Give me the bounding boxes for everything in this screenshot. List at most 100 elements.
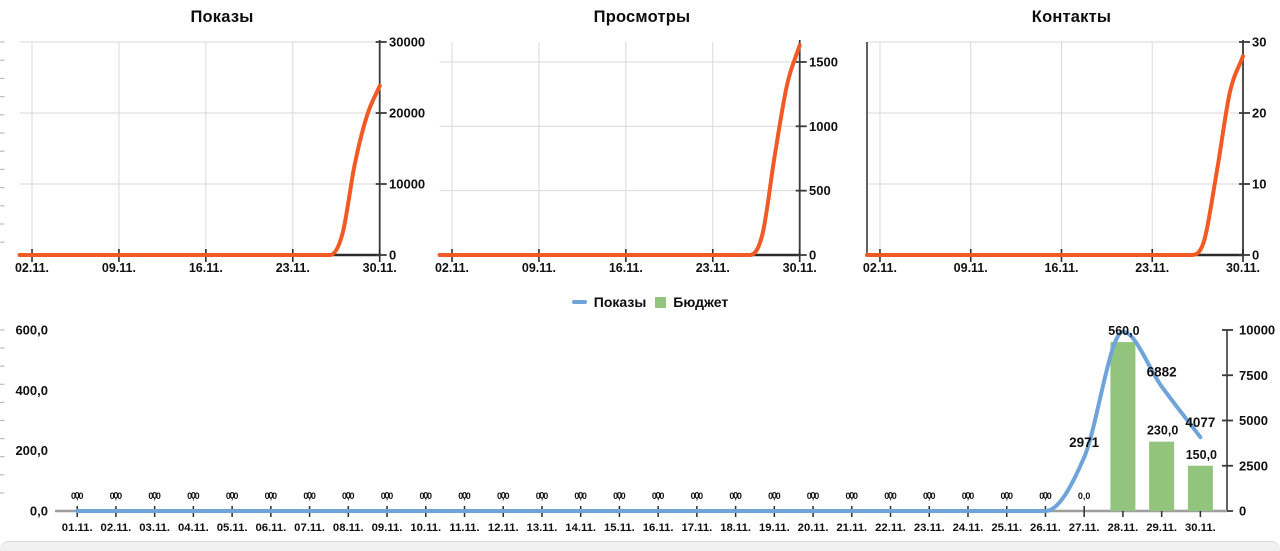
svg-text:30.11.: 30.11.	[1226, 261, 1260, 275]
svg-text:0: 0	[307, 491, 312, 502]
footer-panel-edge	[0, 541, 1280, 551]
svg-text:600,0: 600,0	[15, 323, 48, 338]
svg-text:2500: 2500	[1239, 458, 1268, 473]
legend-label-budget: Бюджет	[673, 294, 729, 310]
budget-bar	[1149, 441, 1175, 511]
svg-text:0: 0	[888, 491, 893, 502]
svg-text:560,0: 560,0	[1108, 324, 1139, 338]
svg-text:0: 0	[423, 491, 428, 502]
svg-text:0: 0	[113, 491, 118, 502]
svg-text:15.11.: 15.11.	[604, 522, 635, 534]
value-labels: 0,0 0,0 0,0 0,0 0,0 0,0 0,0 0,0 0,0 0,0 0,0 0,0 0,0 0…	[71, 324, 1217, 501]
svg-text:24.11.: 24.11.	[953, 522, 984, 534]
svg-text:0,0: 0,0	[1000, 491, 1013, 501]
svg-text:16.11.: 16.11.	[1044, 261, 1078, 275]
svg-text:20000: 20000	[389, 106, 425, 121]
svg-text:0,0: 0,0	[342, 491, 355, 501]
legend-label-pokazy: Показы	[593, 294, 647, 310]
svg-text:21.11.: 21.11.	[836, 522, 867, 534]
svg-text:0,0: 0,0	[574, 491, 587, 501]
svg-text:0: 0	[191, 491, 196, 502]
svg-text:27.11.: 27.11.	[1069, 522, 1100, 534]
svg-text:0,0: 0,0	[846, 491, 859, 501]
svg-text:0: 0	[772, 491, 777, 502]
svg-text:25.11.: 25.11.	[991, 522, 1022, 534]
svg-text:12.11.: 12.11.	[488, 522, 519, 534]
svg-text:11.11.: 11.11.	[449, 522, 479, 534]
svg-text:05.11.: 05.11.	[217, 522, 248, 534]
svg-text:23.11.: 23.11.	[696, 261, 730, 275]
svg-text:0: 0	[268, 491, 273, 502]
svg-text:0,0: 0,0	[187, 491, 200, 501]
svg-text:18.11.: 18.11.	[720, 522, 751, 534]
svg-text:04.11.: 04.11.	[178, 522, 209, 534]
svg-text:0,0: 0,0	[768, 491, 781, 501]
svg-text:0,0: 0,0	[303, 491, 316, 501]
svg-text:400,0: 400,0	[15, 383, 48, 398]
svg-text:0,0: 0,0	[381, 491, 394, 501]
svg-text:0,0: 0,0	[458, 491, 471, 501]
svg-text:02.11.: 02.11.	[863, 261, 897, 275]
pokazy-line	[75, 329, 1203, 513]
svg-text:20.11.: 20.11.	[798, 522, 829, 534]
svg-text:0: 0	[1043, 491, 1048, 502]
svg-text:0: 0	[384, 491, 389, 502]
bar-swatch-icon	[655, 296, 667, 308]
svg-text:0,0: 0,0	[226, 491, 239, 501]
svg-text:200,0: 200,0	[15, 443, 48, 458]
svg-text:23.11.: 23.11.	[276, 261, 310, 275]
svg-text:0: 0	[810, 491, 815, 502]
svg-text:0,0: 0,0	[923, 491, 936, 501]
svg-text:0: 0	[75, 491, 80, 502]
svg-text:28.11.: 28.11.	[1108, 522, 1139, 534]
svg-text:2971: 2971	[1069, 435, 1100, 450]
svg-text:19.11.: 19.11.	[759, 522, 790, 534]
svg-text:0,0: 0,0	[110, 491, 123, 501]
svg-text:0: 0	[229, 491, 234, 502]
svg-text:30000: 30000	[389, 35, 425, 50]
svg-text:0: 0	[389, 248, 396, 263]
svg-text:10: 10	[1252, 177, 1266, 192]
svg-text:0: 0	[656, 491, 661, 502]
top-chart-pokazy: 02.11. 09.11. 16.11. 23.11. 30.11.0 10000 2000…	[0, 35, 425, 275]
svg-text:13.11.: 13.11.	[527, 522, 558, 534]
svg-text:10000: 10000	[1239, 323, 1275, 338]
svg-text:0: 0	[849, 491, 854, 502]
svg-text:0: 0	[617, 491, 622, 502]
svg-text:5000: 5000	[1239, 413, 1268, 428]
svg-text:0: 0	[1252, 248, 1259, 263]
svg-text:0: 0	[694, 491, 699, 502]
svg-text:30.11.: 30.11.	[363, 261, 397, 275]
legend-item-budget[interactable]: Бюджет	[655, 294, 728, 310]
svg-text:0,0: 0,0	[1078, 491, 1091, 501]
svg-text:02.11.: 02.11.	[15, 261, 49, 275]
svg-text:10.11.: 10.11.	[410, 522, 441, 534]
svg-text:0: 0	[1004, 491, 1009, 502]
svg-text:0: 0	[965, 491, 970, 502]
svg-text:0,0: 0,0	[613, 491, 626, 501]
svg-text:0: 0	[501, 491, 506, 502]
svg-text:6882: 6882	[1147, 364, 1177, 379]
legend-item-pokazy[interactable]: Показы	[571, 294, 647, 310]
chart-title-kontakty: Контакты	[1031, 8, 1112, 26]
svg-text:22.11.: 22.11.	[875, 522, 906, 534]
svg-text:30.11.: 30.11.	[783, 261, 817, 275]
svg-text:0: 0	[733, 491, 738, 502]
svg-text:0,0: 0,0	[1039, 491, 1052, 501]
svg-text:06.11.: 06.11.	[255, 522, 286, 534]
svg-text:02.11.: 02.11.	[435, 261, 469, 275]
svg-text:0: 0	[346, 491, 351, 502]
svg-text:0,0: 0,0	[265, 491, 278, 501]
svg-text:150,0: 150,0	[1186, 448, 1217, 462]
svg-text:0: 0	[1239, 504, 1246, 519]
svg-text:10000: 10000	[389, 177, 425, 192]
combined-chart: 0,0 200,0 400,0 600,0 0 2500 5000 7500 10000 01.1…	[0, 323, 1275, 534]
svg-text:0: 0	[539, 491, 544, 502]
svg-text:23.11.: 23.11.	[914, 522, 945, 534]
svg-text:0,0: 0,0	[71, 491, 84, 501]
svg-text:1500: 1500	[809, 54, 838, 69]
svg-text:08.11.: 08.11.	[333, 522, 364, 534]
svg-text:0,0: 0,0	[652, 491, 665, 501]
